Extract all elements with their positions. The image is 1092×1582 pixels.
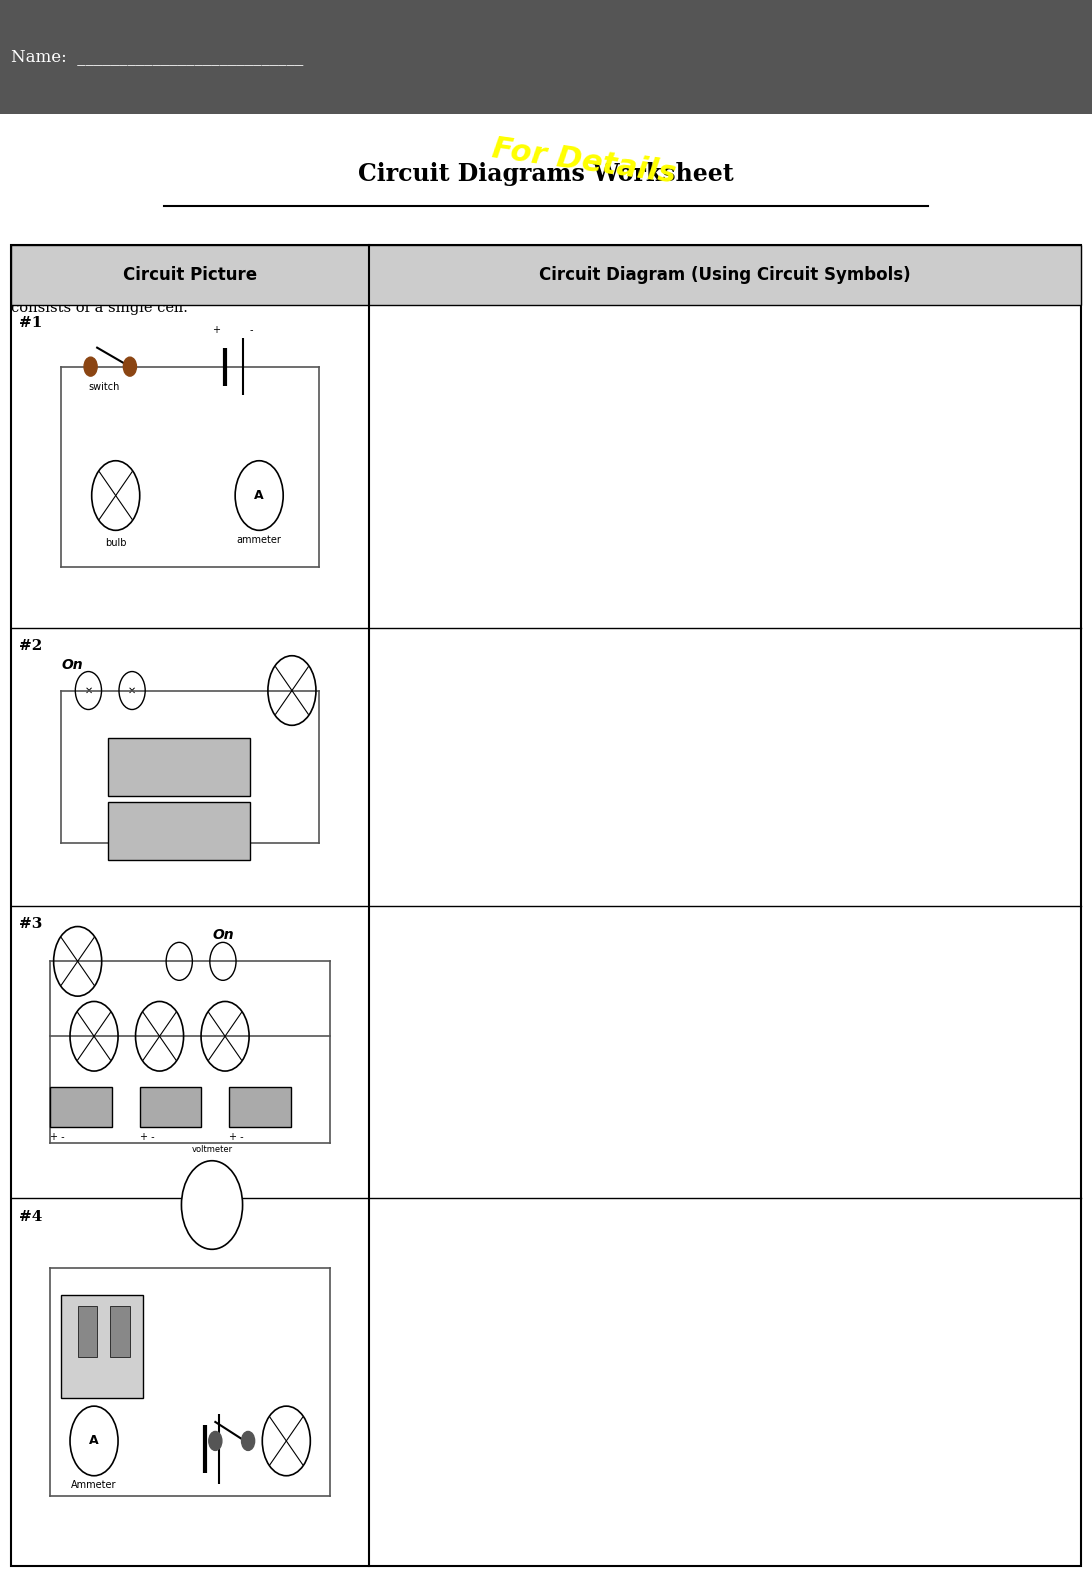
Text: voltmeter: voltmeter bbox=[191, 1145, 233, 1155]
Text: -: - bbox=[250, 324, 253, 335]
Bar bbox=[11, 245, 1081, 305]
Bar bbox=[110, 1305, 130, 1357]
Text: switch: switch bbox=[88, 383, 120, 392]
Circle shape bbox=[84, 358, 97, 377]
Bar bbox=[11, 245, 1081, 1566]
Text: Circuit Picture: Circuit Picture bbox=[123, 266, 258, 285]
Text: TAP HERE: TAP HERE bbox=[541, 120, 617, 133]
Text: #4: #4 bbox=[19, 1210, 41, 1223]
Text: For the following circuits, draw circuit diagrams using circuit symbols. Assume : For the following circuits, draw circuit… bbox=[107, 253, 802, 267]
Bar bbox=[50, 1087, 111, 1126]
Bar bbox=[108, 802, 250, 861]
Bar bbox=[78, 1305, 97, 1357]
Bar bbox=[108, 737, 250, 796]
Text: + -: + - bbox=[50, 1131, 66, 1142]
Text: bulb: bulb bbox=[105, 538, 127, 549]
Text: Circuit Diagram (Using Circuit Symbols): Circuit Diagram (Using Circuit Symbols) bbox=[539, 266, 911, 285]
Text: For Details: For Details bbox=[490, 134, 678, 188]
Text: A: A bbox=[90, 1435, 99, 1448]
Text: -: - bbox=[205, 751, 210, 764]
Circle shape bbox=[209, 1432, 222, 1451]
Text: Name:  ___________________________: Name: ___________________________ bbox=[11, 49, 304, 65]
Text: Ammeter: Ammeter bbox=[71, 1481, 117, 1490]
Text: + -: + - bbox=[229, 1131, 244, 1142]
Text: +: + bbox=[145, 751, 156, 764]
Text: ammeter: ammeter bbox=[237, 535, 282, 546]
Circle shape bbox=[181, 1161, 242, 1250]
Text: #1: #1 bbox=[19, 316, 41, 331]
Text: V: V bbox=[207, 1185, 216, 1194]
Text: On: On bbox=[61, 658, 83, 671]
Text: + -: + - bbox=[140, 1131, 154, 1142]
Text: #3: #3 bbox=[19, 918, 41, 930]
Circle shape bbox=[241, 1432, 254, 1451]
Text: A: A bbox=[254, 489, 264, 501]
Text: ✕: ✕ bbox=[128, 685, 136, 696]
Circle shape bbox=[123, 358, 136, 377]
Text: -: - bbox=[205, 824, 210, 838]
Text: On: On bbox=[212, 929, 234, 943]
Text: +: + bbox=[212, 324, 221, 335]
Text: Circuit Diagrams Worksheet: Circuit Diagrams Worksheet bbox=[358, 161, 734, 187]
Text: #2: #2 bbox=[19, 639, 41, 653]
Text: consists of a single cell.: consists of a single cell. bbox=[11, 301, 188, 315]
Text: Instructions:: Instructions: bbox=[11, 253, 117, 267]
Text: +: + bbox=[145, 824, 156, 838]
Bar bbox=[229, 1087, 290, 1126]
Bar bbox=[61, 1296, 143, 1398]
Text: ✕: ✕ bbox=[84, 685, 93, 696]
Bar bbox=[0, 0, 1092, 114]
Bar bbox=[140, 1087, 201, 1126]
